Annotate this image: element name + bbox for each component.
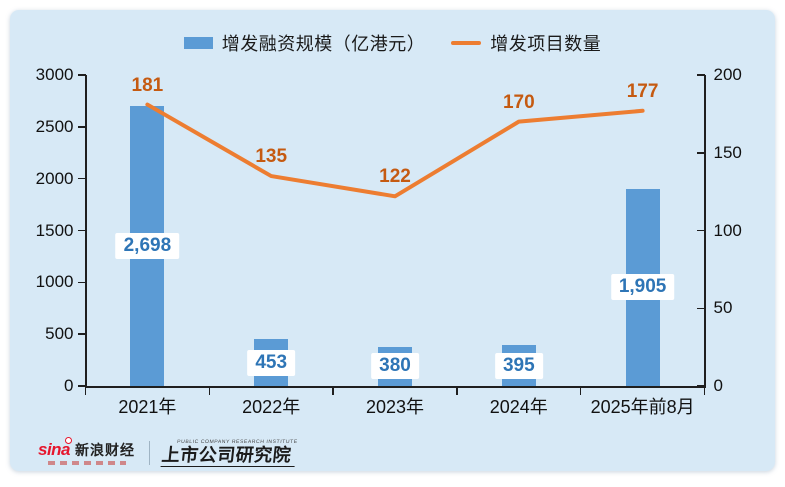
line-point-label: 122 [379, 166, 411, 188]
y-axis-right [703, 75, 706, 388]
x-axis-tick [208, 388, 211, 395]
y-axis-left-tick [77, 74, 86, 76]
chart-legend: 增发融资规模（亿港元） 增发项目数量 [0, 30, 785, 56]
y-axis-left-tick [77, 281, 86, 284]
line-series-swatch-icon [451, 41, 482, 45]
bar-series-swatch-icon [183, 37, 213, 49]
y-axis-right-tick [696, 152, 705, 154]
x-axis-category-label: 2024年 [489, 397, 548, 417]
bar-value-label: 453 [247, 349, 296, 376]
y-axis-left-tick-label: 1000 [35, 272, 74, 292]
y-axis-right-tick [696, 307, 705, 309]
footer-divider [149, 441, 151, 465]
y-axis-left-tick-label: 1500 [35, 220, 74, 240]
sina-brand-name: 新浪财经 [75, 442, 136, 458]
bar-value-label: 380 [371, 353, 419, 380]
x-axis-category-label: 2023年 [365, 397, 425, 417]
line-point-label: 181 [131, 74, 164, 96]
line-point-label: 177 [626, 80, 659, 102]
y-axis-left-tick-label: 2000 [35, 168, 74, 188]
institute-name: 上市公司研究院 [160, 445, 298, 467]
y-axis-left-tick [77, 126, 86, 128]
x-axis-tick [84, 388, 87, 395]
x-axis-tick [703, 388, 706, 395]
footer-logos: sina 新浪财经 PUBLIC COMPANY RESEARCH INSTIT… [38, 437, 298, 469]
x-axis-category-label: 2021年 [118, 397, 177, 417]
x-axis-tick [456, 388, 458, 395]
research-institute-logo: PUBLIC COMPANY RESEARCH INSTITUTE 上市公司研究… [160, 439, 298, 467]
line-series-legend-label: 增发项目数量 [490, 34, 602, 54]
y-axis-right-tick [696, 74, 705, 76]
sina-finance-logo: sina 新浪财经 [38, 437, 136, 465]
y-axis-right-tick [696, 385, 705, 387]
x-axis-category-label: 2022年 [242, 397, 301, 417]
bar-value-label: 1,905 [610, 274, 675, 301]
y-axis-left-tick [77, 177, 86, 180]
y-axis-left-tick [77, 229, 86, 232]
x-axis [84, 386, 706, 388]
x-axis-tick [332, 388, 334, 395]
y-axis-right-tick-label: 150 [713, 142, 742, 162]
line-point-label: 135 [255, 146, 288, 168]
sina-tagline-decoration [47, 461, 126, 465]
y-axis-left-tick [77, 333, 86, 335]
bar-value-label: 2,698 [115, 233, 180, 260]
x-axis-category-label: 2025年前8月 [590, 397, 695, 417]
y-axis-left-tick-label: 3000 [35, 65, 74, 84]
y-axis-left-tick-label: 2500 [35, 116, 74, 136]
y-axis-right-tick-label: 100 [713, 220, 742, 240]
y-axis-right-tick-label: 0 [713, 376, 723, 395]
y-axis-right-tick [696, 229, 705, 232]
y-axis-left-tick [77, 385, 86, 387]
y-axis-left-tick-label: 500 [45, 324, 74, 344]
y-axis-left [84, 75, 87, 388]
sina-logo-icon: sina [38, 437, 73, 458]
sina-eye-icon [65, 437, 73, 444]
line-point-label: 170 [502, 91, 535, 113]
y-axis-left-tick-label: 0 [64, 376, 74, 395]
bar-series-legend-label: 增发融资规模（亿港元） [221, 34, 426, 54]
y-axis-right-tick-label: 200 [713, 65, 742, 84]
y-axis-right-tick-label: 50 [713, 298, 733, 318]
bar-value-label: 395 [494, 352, 543, 379]
legend-item-line-series: 增发项目数量 [451, 30, 601, 56]
legend-item-bar-series: 增发融资规模（亿港元） [183, 30, 426, 56]
x-axis-tick [579, 388, 582, 395]
